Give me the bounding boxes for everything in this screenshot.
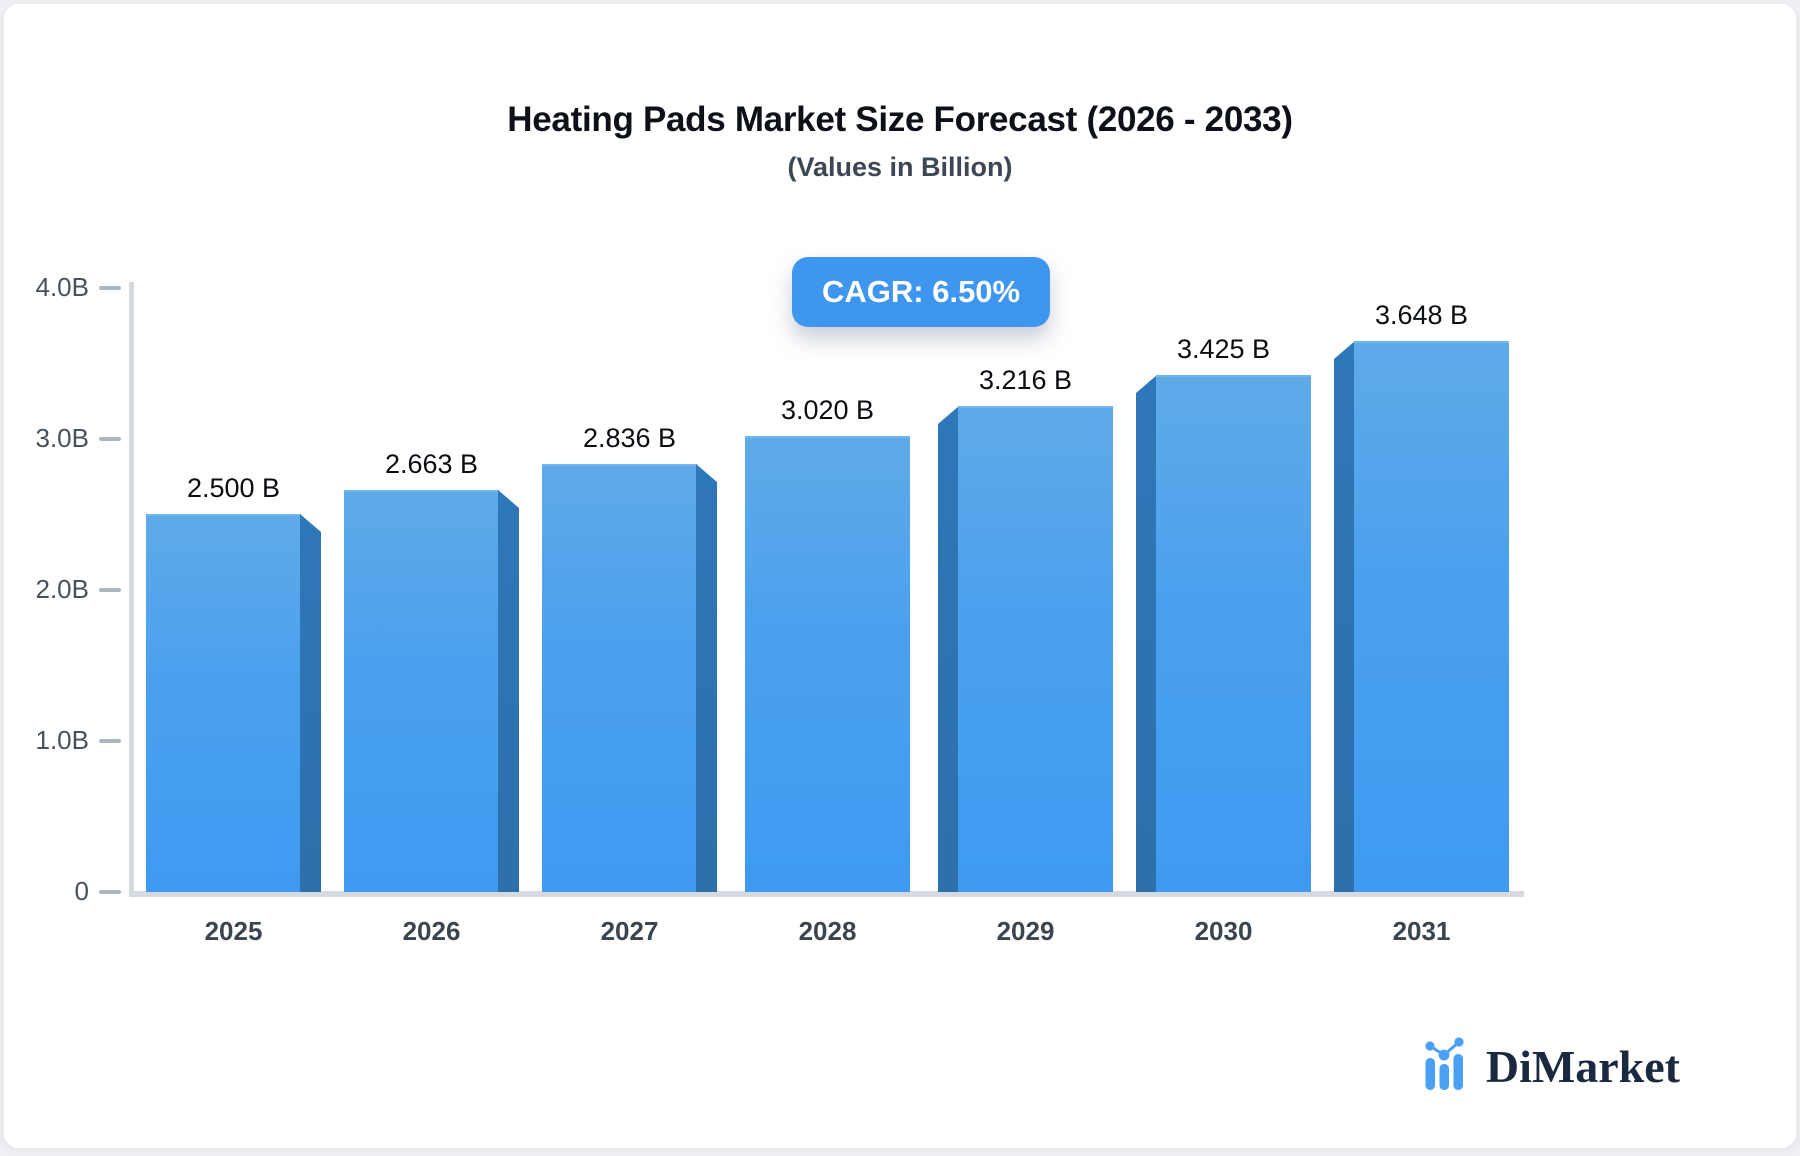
- bar-side-bevel: [1136, 375, 1157, 892]
- bar-side-bevel: [498, 490, 519, 892]
- bar-value-label: 2.500 B: [186, 473, 281, 503]
- x-tick-label-2027: 2027: [600, 916, 659, 946]
- bar-value-label: 2.663 B: [384, 449, 479, 479]
- y-axis-line: [129, 282, 134, 892]
- brand-name: DiMarket: [1485, 1041, 1680, 1092]
- y-tick-dash: [99, 437, 121, 441]
- bar-2031[interactable]: 3.648 B: [1334, 300, 1509, 892]
- x-tick-label-2029: 2029: [996, 916, 1055, 946]
- bar-face[interactable]: [542, 464, 697, 892]
- bar-2026[interactable]: 2.663 B: [344, 449, 519, 892]
- y-tick-label: 3.0B: [35, 423, 90, 453]
- chart-title: Heating Pads Market Size Forecast (2026 …: [507, 100, 1293, 139]
- x-tick-label-2030: 2030: [1194, 916, 1253, 946]
- y-tick-dash: [99, 588, 121, 592]
- bar-face[interactable]: [344, 490, 499, 892]
- x-tick-label-2026: 2026: [402, 916, 461, 946]
- bar-face[interactable]: [146, 514, 301, 892]
- y-tick-label: 1.0B: [35, 725, 90, 755]
- bar-side-bevel: [938, 406, 959, 892]
- bar-face[interactable]: [958, 406, 1113, 892]
- bar-side-bevel: [300, 514, 321, 892]
- y-tick-label: 2.0B: [35, 574, 90, 604]
- bar-chart-plot-area: 4.0B 3.0B 2.0B 1.0B 0 2.500 B 2.663 B 2.836 B 3…: [36, 272, 1524, 946]
- x-tick-label-2028: 2028: [798, 916, 857, 946]
- bar-2025[interactable]: 2.500 B: [146, 473, 321, 892]
- bar-face[interactable]: [1354, 341, 1509, 892]
- bar-2030[interactable]: 3.425 B: [1136, 334, 1311, 892]
- y-tick-label: 0: [74, 876, 89, 906]
- dimarket-logo: DiMarket: [1424, 1036, 1680, 1090]
- bar-2029[interactable]: 3.216 B: [938, 365, 1113, 892]
- bar-face[interactable]: [1156, 375, 1311, 892]
- cagr-badge: CAGR: 6.50%: [792, 257, 1051, 327]
- x-axis-line: [129, 891, 1524, 897]
- chart-subtitle: (Values in Billion): [787, 152, 1013, 182]
- bar-value-label: 3.425 B: [1176, 334, 1271, 364]
- bar-face[interactable]: [745, 436, 910, 892]
- bar-value-label: 3.020 B: [780, 395, 875, 425]
- bar-value-label: 3.216 B: [978, 365, 1073, 395]
- bar-side-bevel: [696, 464, 717, 892]
- bar-side-bevel: [1334, 341, 1355, 892]
- y-tick-dash: [99, 739, 121, 743]
- bar-value-label: 3.648 B: [1374, 300, 1469, 330]
- bar-value-label: 2.836 B: [582, 423, 677, 453]
- y-tick-label: 4.0B: [35, 272, 90, 302]
- y-tick-dash: [99, 890, 121, 894]
- bar-chart-with-trend-dots-icon: [1424, 1036, 1472, 1090]
- chart-card: Heating Pads Market Size Forecast (2026 …: [4, 4, 1796, 1148]
- x-tick-label-2031: 2031: [1392, 916, 1451, 946]
- x-tick-label-2025: 2025: [204, 916, 263, 946]
- bar-2028[interactable]: 3.020 B: [740, 395, 915, 892]
- bar-2027[interactable]: 2.836 B: [542, 423, 717, 892]
- y-tick-dash: [99, 286, 121, 290]
